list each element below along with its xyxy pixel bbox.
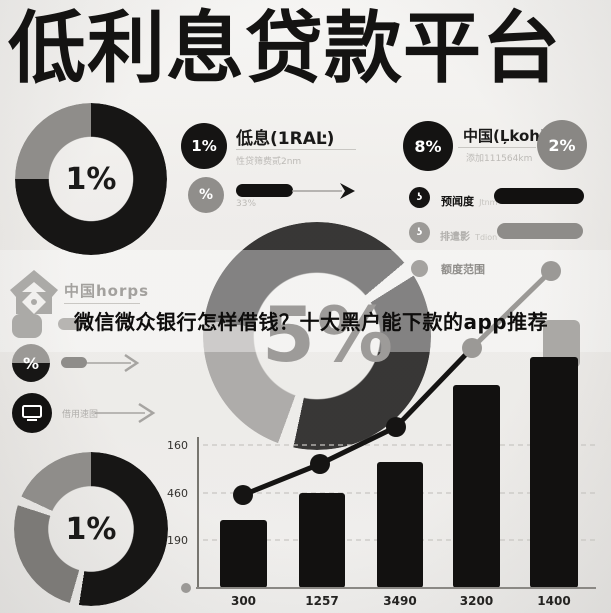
china-badge-right: 2% (537, 120, 587, 170)
rate-section-title: 低息(1RAĿ) (236, 129, 335, 149)
china-row2-label: 排遣影 Tdion (440, 225, 497, 244)
brand-divider (64, 303, 140, 304)
overlay-band (0, 250, 611, 352)
svg-text:460: 460 (167, 487, 188, 500)
china-section-title: 中国(Ļkoh) (463, 127, 547, 145)
headline-text: 微信微众银行怎样借钱？十大黑户能下款的app推荐 (74, 310, 549, 334)
china-row1-sub: Jtnm (479, 198, 498, 207)
top-left-donut-value: 1% (65, 161, 117, 197)
left-small-bar (61, 357, 87, 368)
rate-divider (236, 149, 356, 150)
clock-icon: ʖ (409, 187, 430, 208)
brand-name: 中国horps (64, 282, 150, 300)
monitor-glyph (22, 405, 42, 421)
speed-arrow-icon (95, 402, 156, 424)
home-user-icon (10, 270, 58, 338)
china-badge-left: 8% (403, 121, 453, 171)
svg-text:1400: 1400 (537, 594, 570, 608)
legend-label: 额度范围 (441, 263, 485, 276)
svg-text:3490: 3490 (383, 594, 416, 608)
brand-progress-bar (58, 318, 84, 330)
svg-text:3200: 3200 (460, 594, 493, 608)
rate-percent-badge: % (188, 177, 224, 213)
page-title: 低利息贷款平台 (8, 4, 562, 94)
china-row2-bar (497, 223, 583, 239)
bottom-left-donut-chart (14, 452, 168, 606)
left-arrow-icon (87, 353, 140, 373)
china-row1-label: 预闻度 Jtnm (441, 190, 497, 209)
china-subtitle: 添加111564km (466, 154, 533, 164)
rate-badge: 1% (181, 123, 227, 169)
top-left-donut-chart (15, 103, 167, 255)
svg-text:190: 190 (167, 534, 188, 547)
center-donut-value: 5% (262, 290, 396, 379)
pointer-icon: ʖ (409, 222, 430, 243)
svg-text:300: 300 (231, 594, 256, 608)
rate-subtitle: 性贷筛费贰2nm (236, 157, 302, 167)
rate-bar-caption: 33% (236, 199, 257, 209)
china-row1-title: 预闻度 (441, 195, 474, 208)
rate-progress-bar (236, 184, 293, 197)
china-row1-bar (494, 188, 584, 204)
legend-dot-icon (411, 260, 428, 277)
svg-text:1257: 1257 (305, 594, 338, 608)
center-donut-chart (203, 222, 431, 450)
bottom-left-donut-value: 1% (65, 511, 117, 547)
china-divider (458, 147, 536, 148)
monitor-icon (12, 393, 52, 433)
half-percent-badge: % (12, 344, 50, 382)
speed-label: 借用速图 (62, 410, 99, 420)
china-row2-title: 排遣影 (440, 232, 470, 243)
svg-text:160: 160 (167, 439, 188, 452)
rate-arrow-icon (292, 183, 355, 199)
china-row2-sub: Tdion (475, 233, 498, 242)
